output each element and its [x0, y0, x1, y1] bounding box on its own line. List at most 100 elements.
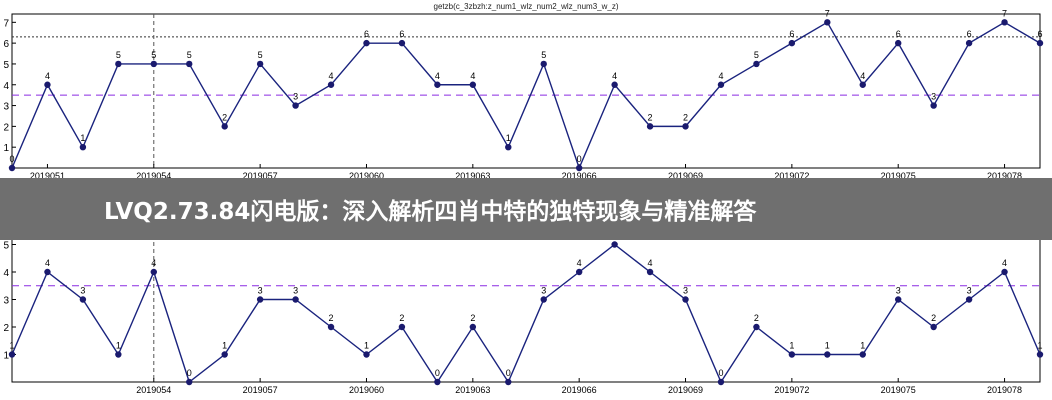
data-label: 3	[967, 286, 972, 296]
data-point	[859, 351, 866, 358]
data-label: 0	[435, 368, 440, 378]
series-line	[11, 21, 1041, 170]
data-point	[292, 296, 299, 303]
svg-text:2: 2	[3, 122, 9, 133]
x-tick-label: 2019075	[881, 385, 916, 395]
data-label: 7	[825, 8, 830, 18]
data-label: 6	[967, 29, 972, 39]
x-tick-label: 2019051	[30, 171, 65, 181]
data-point	[469, 323, 477, 331]
data-point	[434, 378, 441, 386]
x-tick-label: 2019075	[881, 171, 916, 181]
data-label: 4	[577, 258, 582, 268]
data-label: 1	[9, 341, 14, 351]
data-label: 6	[789, 29, 794, 39]
data-point	[186, 378, 193, 386]
data-point	[292, 102, 299, 109]
data-label: 3	[293, 286, 298, 296]
svg-text:4: 4	[3, 268, 9, 279]
data-point	[363, 39, 370, 47]
data-label: 3	[293, 92, 298, 102]
data-point	[895, 39, 902, 47]
x-tick-label: 2019057	[243, 171, 278, 181]
data-label: 4	[435, 71, 440, 81]
plot-frame	[11, 227, 1041, 383]
x-tick-label: 2019078	[987, 171, 1022, 181]
data-point	[327, 81, 335, 88]
data-label: 1	[825, 341, 830, 351]
data-label: 2	[399, 313, 404, 323]
plot-frame	[11, 13, 1041, 169]
data-label: 2	[329, 313, 334, 323]
data-label: 3	[683, 286, 688, 296]
data-point	[256, 60, 264, 68]
data-point	[150, 60, 157, 68]
data-label: 0	[577, 154, 582, 164]
data-point	[505, 143, 512, 151]
data-point	[327, 323, 335, 331]
data-point	[788, 39, 796, 47]
data-label: 3	[541, 286, 546, 296]
x-tick-label: 2019057	[243, 385, 278, 395]
data-label: 4	[648, 258, 653, 268]
overlay-banner: LVQ2.73.84闪电版：深入解析四肖中特的独特现象与精准解答	[0, 178, 1052, 240]
data-label: 5	[187, 50, 192, 60]
data-point	[859, 81, 866, 88]
data-point	[575, 164, 583, 172]
svg-text:1: 1	[3, 351, 9, 362]
data-label: 6	[1037, 29, 1042, 39]
data-point	[965, 296, 973, 303]
data-point	[150, 268, 157, 276]
data-point	[256, 296, 264, 303]
data-point	[753, 323, 760, 331]
data-label: 4	[612, 71, 617, 81]
data-point	[540, 296, 547, 303]
banner-title: LVQ2.73.84闪电版：深入解析四肖中特的独特现象与精准解答	[104, 199, 757, 225]
data-label: 7	[1002, 8, 1007, 18]
data-label: 3	[258, 286, 263, 296]
svg-text:7: 7	[3, 18, 9, 29]
chart-top-plot: 1 2 3 4 5 6 7 2019051 2019054 2019057 2019060 20190…	[3, 8, 1044, 181]
data-point	[186, 60, 193, 68]
x-tick-label: 2019078	[987, 385, 1022, 395]
svg-text:4: 4	[3, 81, 9, 92]
data-point	[44, 268, 51, 276]
data-label: 5	[754, 50, 759, 60]
data-point	[8, 164, 16, 172]
series-line	[11, 243, 1041, 384]
data-label: 4	[45, 71, 50, 81]
data-label: 5	[258, 50, 263, 60]
x-tick-label: 2019054	[136, 171, 171, 181]
data-label: 1	[222, 341, 227, 351]
svg-text:5: 5	[3, 60, 9, 71]
data-label: 5	[151, 50, 156, 60]
data-point	[115, 351, 122, 358]
data-label: 4	[329, 71, 334, 81]
data-point	[824, 351, 831, 358]
svg-text:5: 5	[3, 241, 9, 252]
data-point	[115, 60, 122, 68]
svg-text:2: 2	[3, 323, 9, 334]
data-point	[1036, 351, 1044, 358]
data-label: 3	[80, 286, 85, 296]
data-label: 0	[506, 368, 511, 378]
data-label: 1	[789, 341, 794, 351]
data-label: 1	[116, 341, 121, 351]
data-label: 1	[80, 133, 85, 143]
data-point	[79, 143, 87, 151]
x-tick-label: 2019072	[774, 171, 809, 181]
data-point	[221, 351, 228, 358]
data-point	[646, 268, 654, 276]
data-label: 1	[860, 341, 865, 351]
data-point	[788, 351, 796, 358]
data-point	[753, 60, 760, 68]
data-label: 4	[718, 71, 723, 81]
data-label: 2	[683, 112, 688, 122]
data-point	[717, 378, 725, 386]
data-label: 3	[896, 286, 901, 296]
data-label: 2	[222, 112, 227, 122]
data-point	[1036, 39, 1044, 47]
data-label: 6	[896, 29, 901, 39]
x-tick-label: 2019054	[136, 385, 171, 395]
data-point	[824, 19, 831, 26]
